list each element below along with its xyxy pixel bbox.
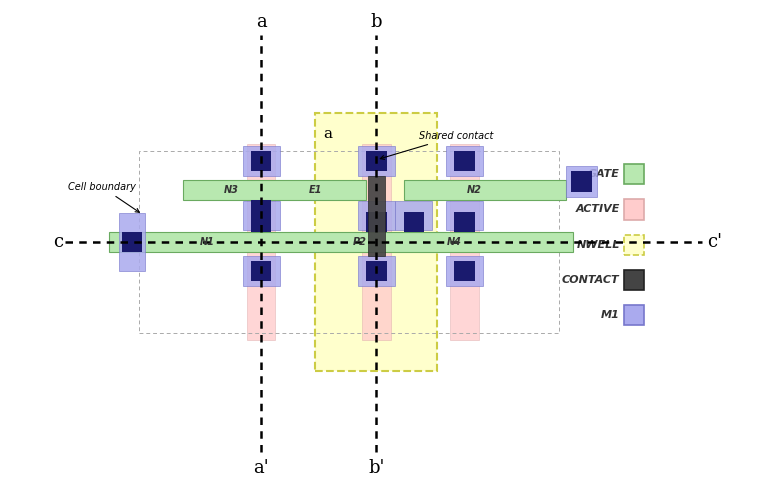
- Text: Cell boundary: Cell boundary: [68, 182, 140, 212]
- Bar: [403, 180, 566, 200]
- Bar: [140, 151, 559, 333]
- Bar: [403, 212, 424, 232]
- Bar: [367, 261, 387, 281]
- Bar: [122, 232, 142, 252]
- Bar: [395, 201, 432, 230]
- Bar: [368, 176, 385, 256]
- Bar: [624, 305, 644, 325]
- Bar: [446, 256, 483, 286]
- Bar: [446, 201, 483, 230]
- Text: Shared contact: Shared contact: [381, 131, 494, 159]
- Text: a': a': [254, 459, 269, 477]
- Bar: [566, 166, 597, 197]
- Text: ACTIVE: ACTIVE: [576, 204, 619, 214]
- Text: N1: N1: [200, 237, 215, 247]
- Bar: [362, 144, 391, 340]
- Bar: [450, 144, 479, 340]
- Bar: [455, 212, 475, 232]
- Bar: [119, 213, 145, 271]
- Bar: [243, 146, 280, 176]
- Bar: [243, 201, 280, 230]
- Bar: [358, 201, 395, 230]
- Text: b': b': [368, 459, 385, 477]
- Bar: [108, 232, 573, 252]
- Bar: [624, 199, 644, 220]
- Bar: [315, 113, 438, 371]
- Bar: [251, 151, 271, 171]
- Text: b: b: [370, 13, 382, 30]
- Text: c': c': [707, 233, 722, 251]
- Text: c: c: [53, 233, 63, 251]
- Bar: [358, 146, 395, 176]
- Text: a: a: [256, 13, 267, 30]
- Bar: [247, 144, 275, 340]
- Bar: [183, 180, 367, 200]
- Text: CONTACT: CONTACT: [562, 275, 619, 285]
- Bar: [624, 270, 644, 290]
- Text: N2: N2: [467, 185, 482, 195]
- Bar: [358, 256, 395, 286]
- Bar: [455, 151, 475, 171]
- Text: P2: P2: [353, 237, 367, 247]
- Bar: [243, 256, 280, 286]
- Text: NWELL: NWELL: [576, 240, 619, 250]
- Text: N3: N3: [223, 185, 238, 195]
- Bar: [251, 200, 271, 220]
- Bar: [624, 235, 644, 255]
- Text: a: a: [324, 127, 332, 141]
- Text: GATE: GATE: [588, 169, 619, 179]
- Bar: [367, 151, 387, 171]
- Bar: [251, 212, 271, 232]
- Bar: [624, 164, 644, 184]
- Bar: [455, 261, 475, 281]
- Text: E1: E1: [309, 185, 322, 195]
- Text: N4: N4: [447, 237, 462, 247]
- Bar: [251, 261, 271, 281]
- Bar: [446, 146, 483, 176]
- Text: M1: M1: [601, 310, 619, 320]
- Bar: [367, 212, 387, 232]
- Bar: [571, 171, 591, 192]
